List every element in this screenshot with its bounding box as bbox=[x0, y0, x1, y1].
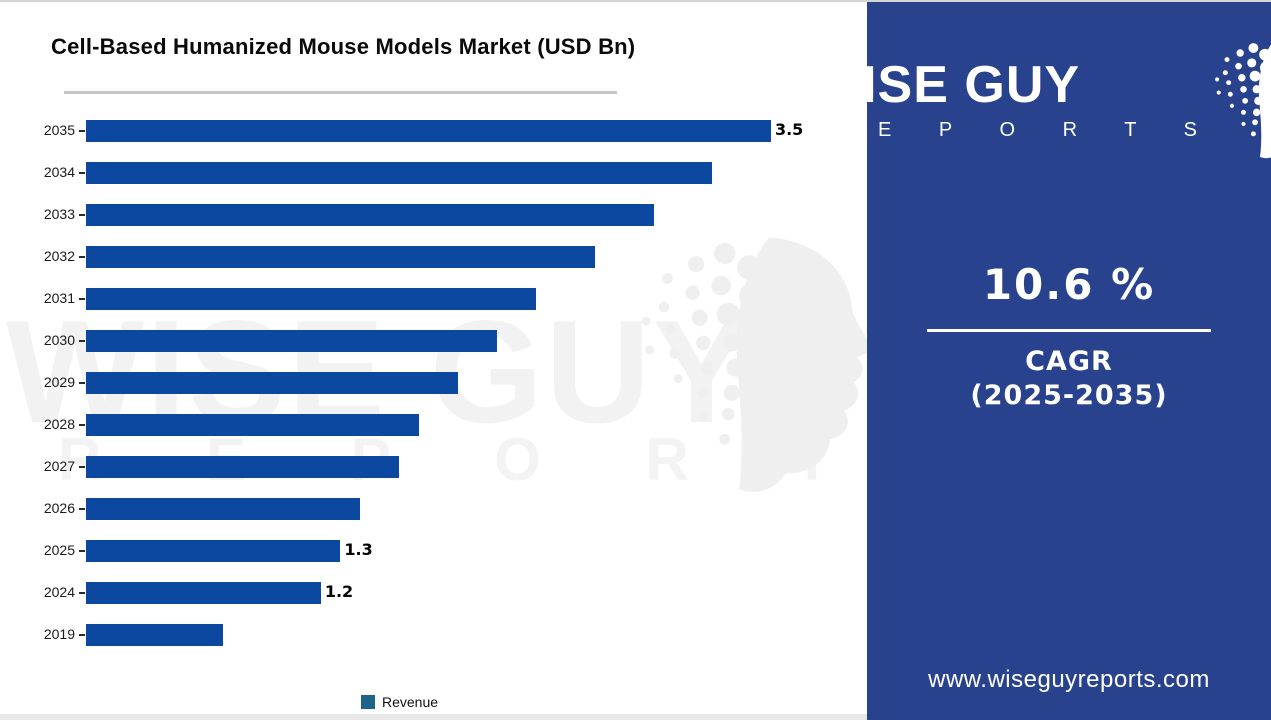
tick-mark bbox=[79, 382, 85, 384]
bar bbox=[86, 246, 595, 268]
tick-mark bbox=[79, 172, 85, 174]
title-divider bbox=[64, 91, 617, 94]
bottom-border bbox=[0, 714, 867, 720]
tick-mark bbox=[79, 424, 85, 426]
website-url: www.wiseguyreports.com bbox=[928, 666, 1210, 693]
year-label: 2030 bbox=[43, 332, 75, 348]
tick-mark bbox=[79, 256, 85, 258]
legend: Revenue bbox=[361, 694, 438, 710]
year-label: 2029 bbox=[43, 374, 75, 390]
bar bbox=[86, 582, 321, 604]
year-label: 2024 bbox=[43, 584, 75, 600]
year-label: 2034 bbox=[43, 164, 75, 180]
year-label: 2025 bbox=[43, 542, 75, 558]
bar bbox=[86, 162, 713, 184]
year-label: 2028 bbox=[43, 416, 75, 432]
cagr-divider bbox=[927, 329, 1211, 332]
tick-mark bbox=[79, 340, 85, 342]
year-label: 2027 bbox=[43, 458, 75, 474]
bar bbox=[86, 330, 497, 352]
bar bbox=[86, 414, 419, 436]
legend-swatch bbox=[361, 695, 375, 709]
year-label: 2035 bbox=[43, 122, 75, 138]
tick-mark bbox=[79, 634, 85, 636]
brand-logo: WISE GUY R E P O R T S bbox=[812, 38, 1271, 162]
year-label: 2026 bbox=[43, 500, 75, 516]
chart-title: Cell-Based Humanized Mouse Models Market… bbox=[51, 34, 636, 59]
cagr-label: CAGR bbox=[1025, 346, 1113, 377]
bar-value-label: 1.2 bbox=[324, 582, 354, 601]
top-border bbox=[0, 0, 1271, 2]
chart-panel: WISE GUY R E P O R T S Cell-Based Humani… bbox=[0, 34, 975, 720]
bar bbox=[86, 372, 458, 394]
bar bbox=[86, 204, 654, 226]
bar bbox=[86, 624, 223, 646]
legend-label: Revenue bbox=[382, 694, 439, 710]
logo-title: WISE GUY bbox=[812, 55, 1081, 114]
cagr-period: (2025-2035) bbox=[970, 380, 1168, 411]
year-label: 2033 bbox=[43, 206, 75, 222]
year-label: 2032 bbox=[43, 248, 75, 264]
logo-subtitle: R E P O R T S bbox=[816, 118, 1218, 141]
tick-mark bbox=[79, 508, 85, 510]
bar bbox=[86, 120, 771, 142]
tick-mark bbox=[79, 550, 85, 552]
logo-text-column: WISE GUY R E P O R T S bbox=[812, 59, 1218, 142]
bar bbox=[86, 288, 537, 310]
tick-mark bbox=[79, 298, 85, 300]
tick-mark bbox=[79, 466, 85, 468]
tick-mark bbox=[79, 130, 85, 132]
year-label: 2031 bbox=[43, 290, 75, 306]
bar bbox=[86, 540, 341, 562]
bar bbox=[86, 498, 360, 520]
tick-mark bbox=[79, 592, 85, 594]
tick-mark bbox=[79, 214, 85, 216]
cagr-value: 10.6 % bbox=[982, 260, 1156, 309]
bar-value-label: 1.3 bbox=[344, 540, 373, 559]
sidebar: WISE GUY R E P O R T S 10.6 % CAGR (2025… bbox=[812, 2, 1271, 720]
bar-plot: 2035 3.5 2034 2033 2032 2031 2030 2029 2028 2027 2… bbox=[43, 120, 804, 646]
year-label: 2019 bbox=[43, 626, 75, 642]
cagr-block: 10.6 % CAGR (2025-2035) bbox=[867, 260, 1271, 411]
bar-value-label: 3.5 bbox=[774, 120, 804, 139]
bar bbox=[86, 456, 400, 478]
logo-head-icon bbox=[1215, 40, 1271, 159]
